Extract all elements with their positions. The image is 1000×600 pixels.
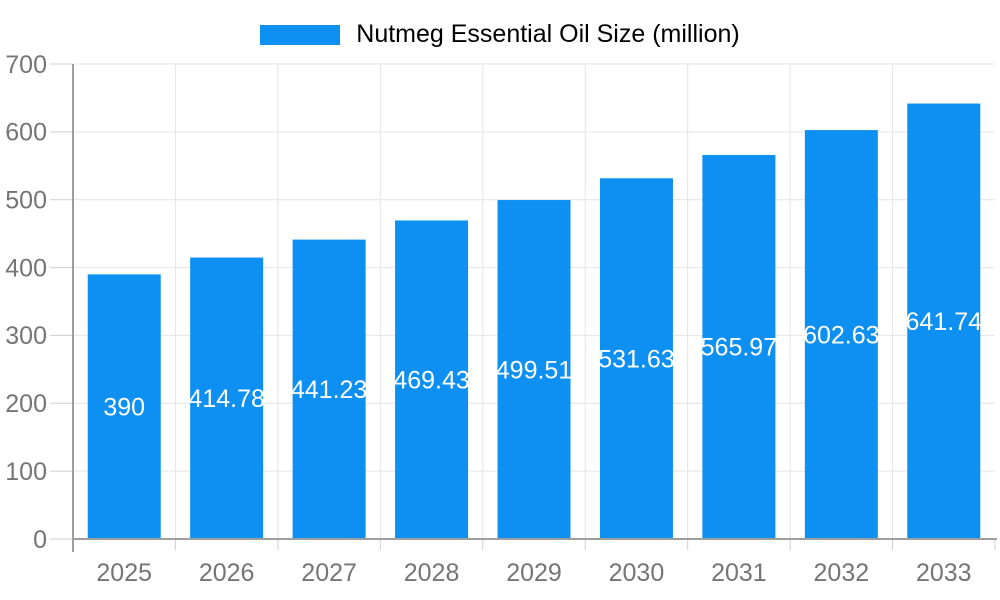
bar-value-label: 469.43 (393, 366, 469, 394)
chart-legend[interactable]: Nutmeg Essential Oil Size (million) (0, 22, 1000, 47)
x-tick-label: 2031 (711, 559, 767, 587)
bar-2027[interactable] (292, 239, 366, 539)
bar-2029[interactable] (497, 200, 571, 539)
x-tick-label: 2030 (609, 559, 665, 587)
bar-value-label: 390 (103, 393, 145, 421)
bar-2032[interactable] (804, 130, 878, 539)
y-tick-label: 300 (5, 322, 47, 350)
bar-2025[interactable] (87, 274, 161, 539)
y-tick-label: 400 (5, 254, 47, 282)
y-tick-label: 700 (5, 51, 47, 79)
x-tick-label: 2025 (96, 559, 152, 587)
legend-swatch (260, 24, 341, 45)
bar-2033[interactable] (907, 103, 981, 539)
y-tick-label: 0 (33, 526, 47, 554)
bar-value-label: 441.23 (291, 376, 367, 404)
bar-value-label: 499.51 (496, 356, 572, 384)
x-tick-label: 2029 (506, 559, 562, 587)
y-tick-label: 600 (5, 119, 47, 147)
bar-value-label: 602.63 (803, 321, 879, 349)
bar-value-label: 565.97 (701, 334, 777, 362)
bar-2030[interactable] (599, 178, 673, 539)
y-tick-label: 200 (5, 390, 47, 418)
legend-label: Nutmeg Essential Oil Size (million) (356, 20, 740, 48)
x-tick-label: 2032 (814, 559, 870, 587)
bar-2031[interactable] (702, 154, 776, 540)
y-tick-label: 500 (5, 186, 47, 214)
bar-value-label: 414.78 (188, 385, 264, 413)
x-tick-label: 2027 (301, 559, 357, 587)
bar-2028[interactable] (395, 220, 469, 539)
bar-value-label: 531.63 (598, 345, 674, 373)
bar-2026[interactable] (190, 257, 264, 539)
x-tick-label: 2026 (199, 559, 255, 587)
x-tick-label: 2028 (404, 559, 460, 587)
x-tick-label: 2033 (916, 559, 972, 587)
bar-value-label: 641.74 (906, 308, 983, 336)
y-tick-label: 100 (5, 458, 47, 486)
